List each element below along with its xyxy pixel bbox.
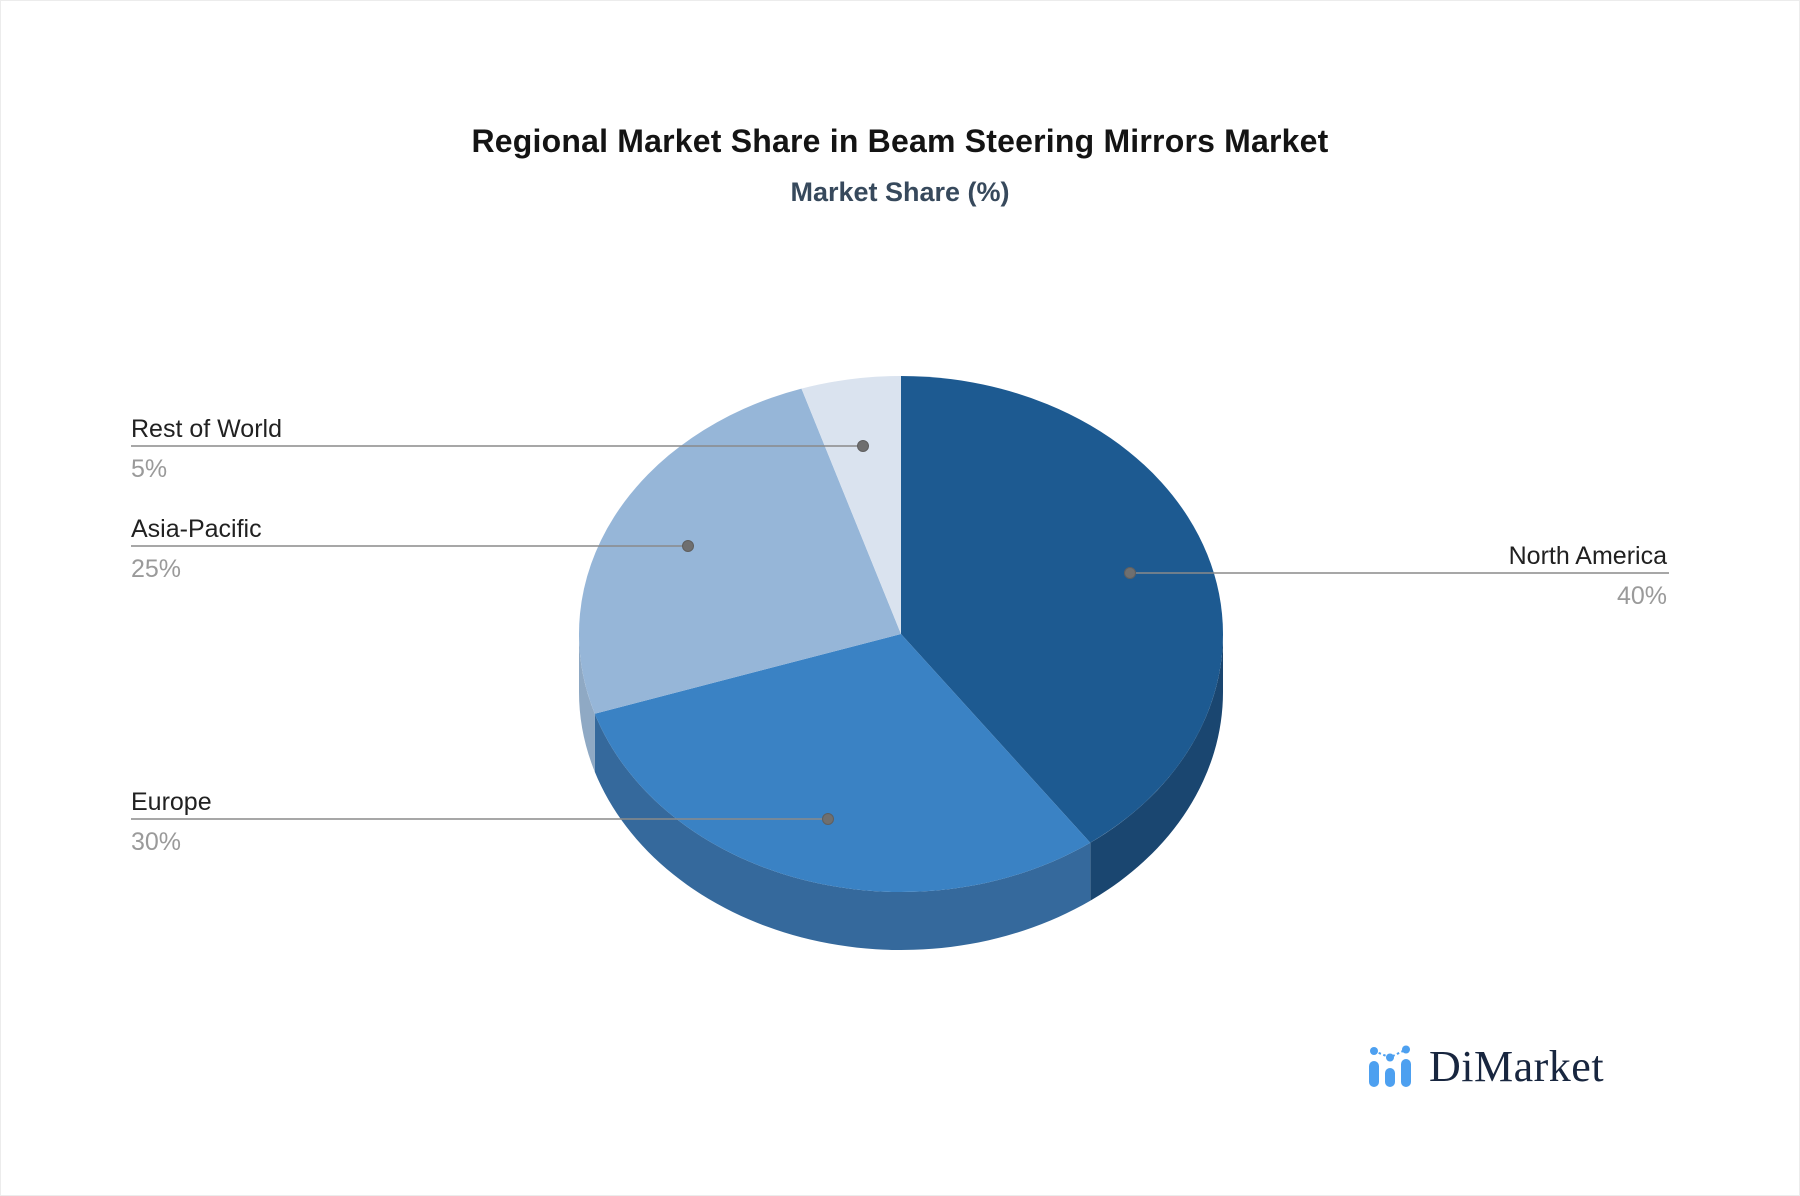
pie-slice-side-north-america <box>1090 634 1223 901</box>
callout-rest-of-world: Rest of World 5% <box>131 412 282 484</box>
callout-value: 40% <box>1616 582 1667 610</box>
callout-label: Europe <box>131 788 212 816</box>
pie-slice-rest-of-world <box>801 376 901 634</box>
pie-slice-side-asia-pacific <box>579 634 595 772</box>
logo-text: DiMarket <box>1429 1042 1605 1091</box>
callout-label: North America <box>1508 542 1667 570</box>
callout-value: 5% <box>131 455 168 483</box>
callout-asia-pacific: Asia-Pacific 25% <box>131 512 262 584</box>
pie-slice-north-america <box>901 376 1223 843</box>
callout-label: Rest of World <box>131 415 282 443</box>
pie-slice-side-europe <box>594 713 1091 950</box>
leader-dot-rest-of-world <box>857 440 869 452</box>
leader-dot-europe <box>822 813 834 825</box>
callout-europe: Europe 30% <box>131 785 212 857</box>
callout-value: 25% <box>131 555 182 583</box>
pie-slice-asia-pacific <box>579 388 901 714</box>
callout-north-america: North America 40% <box>1509 539 1667 611</box>
chart-subtitle: Market Share (%) <box>790 177 1010 207</box>
callout-label: Asia-Pacific <box>131 515 262 543</box>
dimarket-logo: DiMarket <box>1367 1043 1604 1089</box>
callout-value: 30% <box>131 828 182 856</box>
page-title: Regional Market Share in Beam Steering M… <box>471 123 1329 159</box>
pie-slice-europe <box>594 634 1091 892</box>
leader-dot-north-america <box>1124 567 1136 579</box>
leader-dot-asia-pacific <box>682 540 694 552</box>
bar-line-chart-icon <box>1369 1045 1411 1087</box>
